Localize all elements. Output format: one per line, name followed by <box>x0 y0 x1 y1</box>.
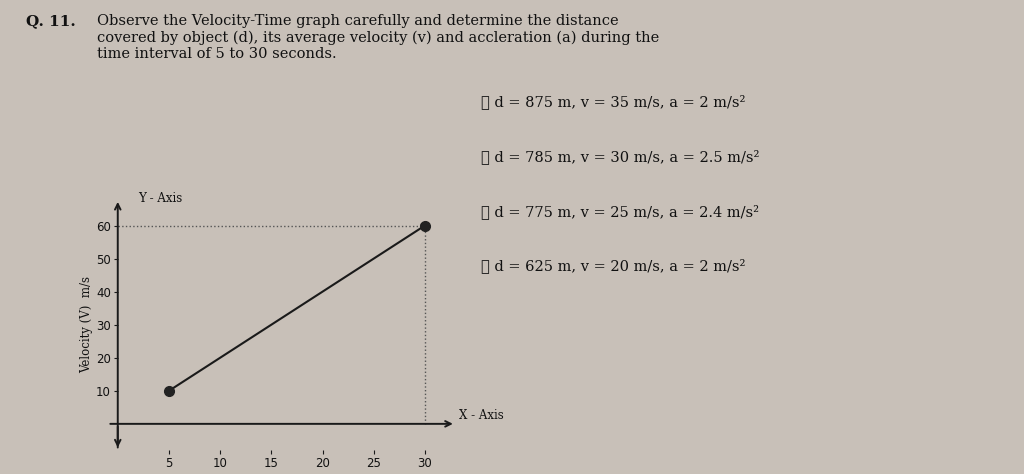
Text: Ⓑ d = 785 m, v = 30 m/s, a = 2.5 m/s²: Ⓑ d = 785 m, v = 30 m/s, a = 2.5 m/s² <box>481 149 760 164</box>
Text: Ⓓ d = 625 m, v = 20 m/s, a = 2 m/s²: Ⓓ d = 625 m, v = 20 m/s, a = 2 m/s² <box>481 258 745 273</box>
Text: Y - Axis: Y - Axis <box>138 192 182 205</box>
Text: Ⓒ d = 775 m, v = 25 m/s, a = 2.4 m/s²: Ⓒ d = 775 m, v = 25 m/s, a = 2.4 m/s² <box>481 204 759 219</box>
Text: X - Axis: X - Axis <box>459 409 504 422</box>
Text: Ⓐ d = 875 m, v = 35 m/s, a = 2 m/s²: Ⓐ d = 875 m, v = 35 m/s, a = 2 m/s² <box>481 95 745 109</box>
Y-axis label: Velocity (V)  m/s: Velocity (V) m/s <box>80 276 93 373</box>
Text: Q. 11.: Q. 11. <box>26 14 76 28</box>
Text: Observe the Velocity-Time graph carefully and determine the distance
covered by : Observe the Velocity-Time graph carefull… <box>97 14 659 61</box>
